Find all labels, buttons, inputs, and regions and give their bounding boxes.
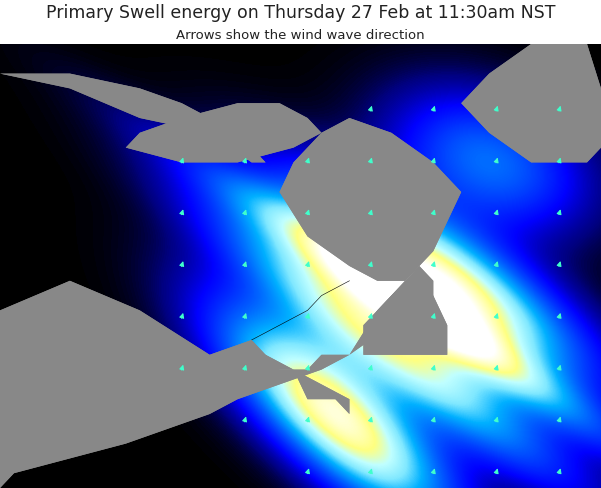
Text: Primary Swell energy on Thursday 27 Feb at 11:30am NST: Primary Swell energy on Thursday 27 Feb … [46,3,555,21]
Text: Arrows show the wind wave direction: Arrows show the wind wave direction [176,28,425,41]
Polygon shape [0,75,266,163]
Polygon shape [126,104,322,163]
Polygon shape [461,45,601,163]
Polygon shape [279,119,461,281]
Polygon shape [461,45,601,163]
Polygon shape [0,266,433,488]
Polygon shape [237,355,349,414]
Polygon shape [0,266,433,488]
Polygon shape [364,281,447,355]
Polygon shape [279,119,461,281]
Polygon shape [0,75,266,163]
Polygon shape [364,281,447,355]
Polygon shape [237,355,349,414]
Polygon shape [126,104,322,163]
